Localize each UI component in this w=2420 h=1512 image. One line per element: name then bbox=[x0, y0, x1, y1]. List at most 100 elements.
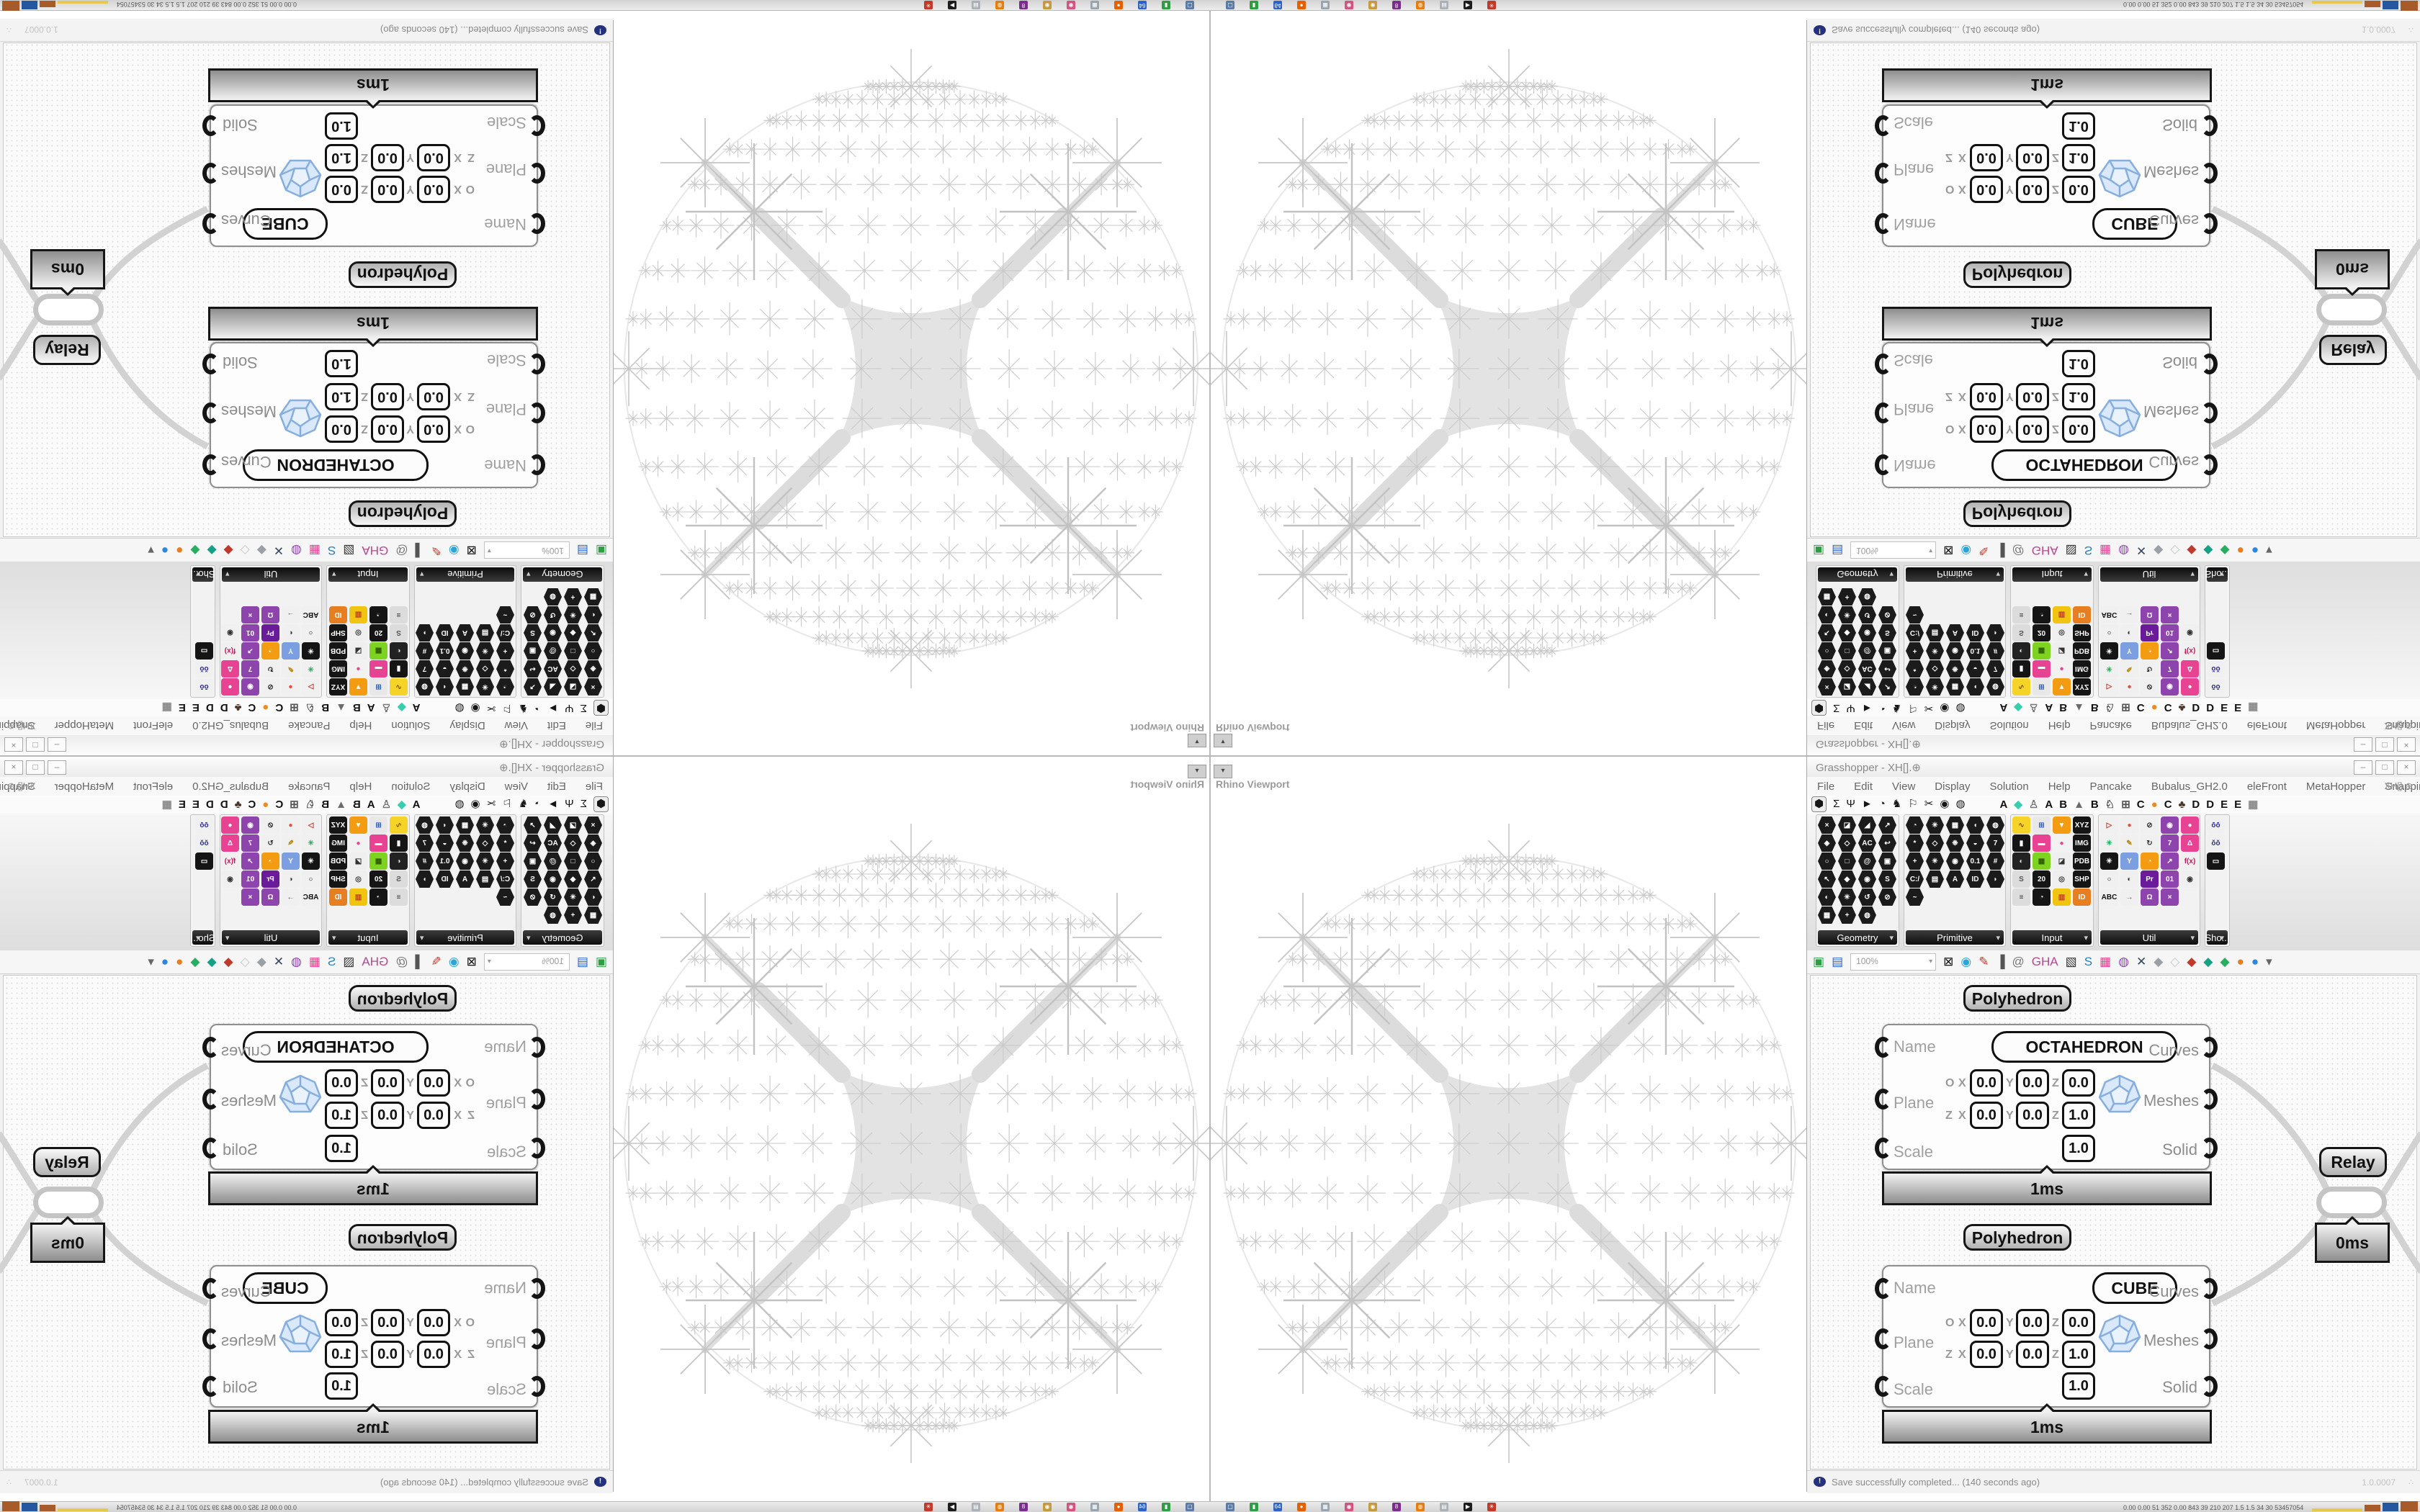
taskbar-launcher-icon[interactable]: ▮ bbox=[1162, 1503, 1170, 1511]
component-nickname-tag[interactable]: Polyhedron bbox=[1963, 1224, 2071, 1251]
plugin-tab[interactable]: ▲ bbox=[2074, 701, 2084, 714]
palette-icon[interactable]: ✳ bbox=[476, 816, 494, 834]
palette-icon[interactable]: ▤ bbox=[476, 624, 494, 642]
palette-icon[interactable]: ▦ bbox=[456, 816, 474, 834]
output-grip[interactable] bbox=[2201, 1278, 2218, 1299]
palette-icon[interactable]: ◉ bbox=[544, 624, 562, 642]
palette-icon[interactable]: ● bbox=[349, 834, 367, 852]
palette-icon[interactable]: ◔ bbox=[261, 852, 279, 870]
palette-icon[interactable]: 0.1 bbox=[1966, 852, 1984, 870]
plane-zz-value[interactable]: 1.0 bbox=[325, 383, 358, 410]
taskbar-launcher-icon[interactable]: ◉ bbox=[1043, 1503, 1052, 1511]
palette-icon[interactable]: → bbox=[282, 888, 300, 906]
menu-item-pancake[interactable]: Pancake bbox=[288, 780, 331, 793]
menu-item-file[interactable]: File bbox=[1817, 719, 1835, 732]
palette-icon[interactable]: ◉ bbox=[456, 852, 474, 870]
input-grip[interactable] bbox=[529, 1089, 545, 1110]
plugin-tab[interactable]: C bbox=[275, 701, 284, 714]
palette-icon[interactable]: # bbox=[1986, 852, 2004, 870]
input-grip[interactable] bbox=[529, 454, 545, 475]
palette-icon[interactable]: ◇ bbox=[476, 660, 494, 678]
canvas-tool-icon[interactable]: S bbox=[327, 544, 336, 557]
component-nickname-tag[interactable]: Polyhedron bbox=[1963, 500, 2071, 527]
plugin-tab[interactable]: ♣ bbox=[234, 701, 242, 714]
palette-icon[interactable]: * bbox=[1906, 660, 1924, 678]
plane-oz-value[interactable]: 0.0 bbox=[2062, 176, 2095, 203]
canvas-tool-icon[interactable]: ● bbox=[2236, 955, 2244, 968]
canvas-tool-icon[interactable]: ✕ bbox=[273, 544, 284, 557]
canvas-tool-icon[interactable]: ◍ bbox=[2118, 955, 2129, 968]
canvas-tool-icon[interactable]: ◆ bbox=[2203, 955, 2213, 968]
palette-icon[interactable]: ❉ bbox=[1946, 660, 1964, 678]
menu-item-bubalus_gh2.0[interactable]: Bubalus_GH2.0 bbox=[192, 780, 269, 793]
palette-icon[interactable]: ● bbox=[2181, 816, 2199, 834]
palette-icon[interactable]: ✳ bbox=[564, 888, 582, 906]
palette-icon[interactable]: ◉ bbox=[1946, 642, 1964, 660]
palette-group-label[interactable]: Util ▾ bbox=[2100, 930, 2198, 945]
palette-icon[interactable]: ID bbox=[329, 606, 347, 624]
canvas-tool-icon[interactable]: ▣ bbox=[595, 955, 607, 968]
canvas-tool-icon[interactable]: ◇ bbox=[240, 955, 250, 968]
palette-icon[interactable]: ◐ bbox=[282, 624, 300, 642]
category-tab-icon[interactable]: ◍ bbox=[454, 798, 465, 810]
plugin-tab[interactable]: B bbox=[352, 798, 361, 811]
chevron-down-icon[interactable]: ▾ bbox=[487, 958, 491, 966]
palette-icon[interactable]: ↗ bbox=[2161, 852, 2179, 870]
palette-icon[interactable]: ◉ bbox=[456, 642, 474, 660]
palette-icon[interactable]: C:/ bbox=[1906, 624, 1924, 642]
plugin-tab[interactable]: E bbox=[178, 798, 186, 811]
palette-icon[interactable]: ○ bbox=[584, 852, 602, 870]
plane-zx-value[interactable]: 0.0 bbox=[1970, 144, 2003, 171]
palette-icon[interactable]: + bbox=[1838, 906, 1856, 924]
palette-icon[interactable]: * bbox=[496, 834, 514, 852]
category-tab-icon[interactable]: Ψ bbox=[565, 702, 574, 714]
palette-expand-icon[interactable]: ▾ bbox=[2190, 933, 2195, 942]
canvas-tool-icon[interactable]: @ bbox=[2012, 544, 2025, 557]
category-tab-icon[interactable]: ⬢ bbox=[1811, 796, 1827, 812]
canvas-tool-icon[interactable]: ▤ bbox=[576, 955, 588, 968]
plane-ox-value[interactable]: 0.0 bbox=[1970, 415, 2003, 443]
close-button[interactable]: × bbox=[4, 737, 23, 752]
canvas-tool-icon[interactable]: ◆ bbox=[256, 955, 266, 968]
palette-icon[interactable]: 7 bbox=[2161, 660, 2179, 678]
palette-icon[interactable]: ⊘ bbox=[2141, 678, 2159, 696]
maximize-button[interactable]: □ bbox=[2375, 737, 2394, 752]
palette-icon[interactable]: ◗ bbox=[1986, 624, 2004, 642]
palette-icon[interactable]: ◢ bbox=[544, 816, 562, 834]
viewport-collapse-button[interactable]: ▾ bbox=[1214, 734, 1232, 747]
palette-icon[interactable]: 0.1 bbox=[436, 642, 454, 660]
palette-expand-icon[interactable]: ▾ bbox=[2220, 933, 2224, 942]
palette-icon[interactable]: ✳ bbox=[302, 852, 320, 870]
canvas-tool-icon[interactable]: ◉ bbox=[1960, 955, 1972, 968]
palette-icon[interactable]: ◔ bbox=[261, 642, 279, 660]
palette-icon[interactable]: 01 bbox=[2161, 624, 2179, 642]
title-bar[interactable]: Grasshopper - XH[].⊕ – □ × bbox=[0, 757, 613, 777]
palette-icon[interactable]: ▮ bbox=[390, 660, 408, 678]
canvas-tool-icon[interactable]: GHA bbox=[362, 955, 389, 968]
palette-icon[interactable]: ◪ bbox=[349, 852, 367, 870]
plugin-tab[interactable]: D bbox=[205, 701, 214, 714]
palette-icon[interactable]: Δ bbox=[2181, 660, 2199, 678]
menu-item-solution[interactable]: Solution bbox=[391, 780, 431, 793]
plane-zz-value[interactable]: 1.0 bbox=[325, 144, 358, 171]
palette-icon[interactable]: ◆ bbox=[1838, 624, 1856, 642]
input-grip[interactable] bbox=[1875, 1089, 1891, 1110]
taskbar-launcher-icon[interactable]: ◉ bbox=[1368, 1, 1377, 9]
palette-expand-icon[interactable]: ▾ bbox=[2190, 570, 2195, 579]
menu-item-metahopper[interactable]: MetaHopper bbox=[2305, 780, 2366, 793]
palette-icon[interactable]: SHP bbox=[329, 624, 347, 642]
palette-icon[interactable]: ◈ bbox=[584, 660, 602, 678]
plugin-tab[interactable]: E bbox=[192, 798, 200, 811]
plugin-tab[interactable]: ⊞ bbox=[2121, 701, 2130, 714]
palette-icon[interactable]: ◒ bbox=[436, 834, 454, 852]
input-grip[interactable] bbox=[1875, 1376, 1891, 1397]
plugin-tab[interactable]: ◆ bbox=[2014, 701, 2022, 714]
output-grip[interactable] bbox=[2201, 1138, 2218, 1158]
taskbar-launcher-icon[interactable]: 64 bbox=[1273, 1503, 1282, 1511]
minimize-button[interactable]: – bbox=[2354, 737, 2372, 752]
palette-group-label[interactable]: Util ▾ bbox=[222, 567, 320, 582]
canvas-tool-icon[interactable]: ◆ bbox=[207, 955, 217, 968]
palette-icon[interactable]: ōō bbox=[2207, 816, 2225, 834]
palette-icon[interactable]: ◖ bbox=[436, 678, 454, 696]
palette-icon[interactable]: S bbox=[524, 624, 542, 642]
